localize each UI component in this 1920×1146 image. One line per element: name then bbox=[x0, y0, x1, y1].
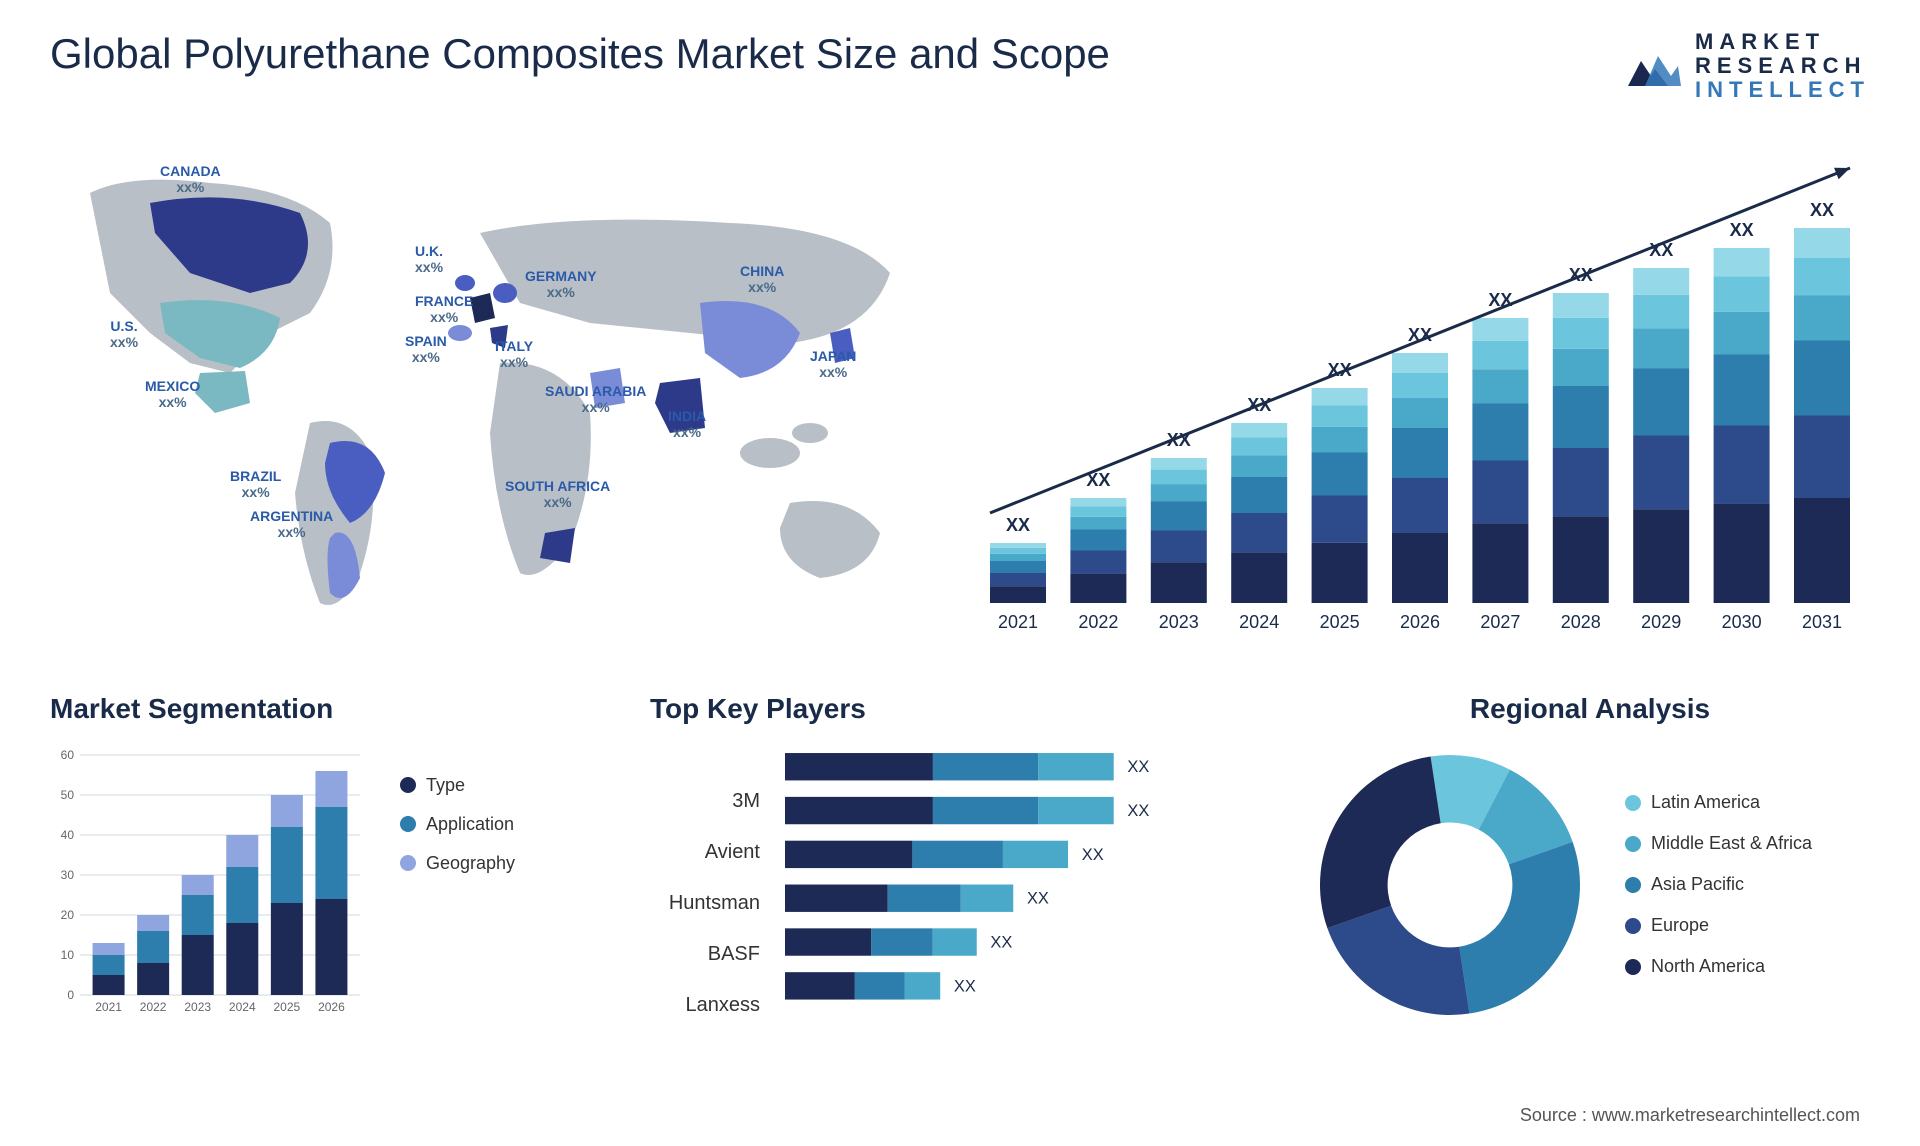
svg-text:2029: 2029 bbox=[1641, 612, 1681, 632]
logo-icon bbox=[1623, 41, 1683, 91]
svg-text:2024: 2024 bbox=[1239, 612, 1279, 632]
brand-logo: MARKET RESEARCH INTELLECT bbox=[1623, 30, 1870, 103]
country-label: INDIAxx% bbox=[668, 408, 706, 442]
legend-item: Asia Pacific bbox=[1625, 874, 1812, 895]
legend-item: Geography bbox=[400, 853, 515, 874]
svg-text:XX: XX bbox=[990, 933, 1012, 951]
regional-panel: Regional Analysis Latin America Middle Ea… bbox=[1310, 693, 1870, 1035]
svg-text:2027: 2027 bbox=[1480, 612, 1520, 632]
svg-text:2031: 2031 bbox=[1802, 612, 1842, 632]
country-label: U.K.xx% bbox=[415, 243, 443, 277]
svg-text:0: 0 bbox=[67, 988, 74, 1002]
player-name: Huntsman bbox=[650, 892, 760, 915]
legend-item: Latin America bbox=[1625, 792, 1812, 813]
regional-legend: Latin America Middle East & Africa Asia Pa… bbox=[1625, 792, 1812, 977]
regional-donut-chart bbox=[1310, 745, 1590, 1025]
svg-text:2021: 2021 bbox=[998, 612, 1038, 632]
svg-text:XX: XX bbox=[1730, 220, 1754, 240]
logo-text-1: MARKET bbox=[1695, 30, 1870, 54]
key-players-panel: Top Key Players 3M Avient Huntsman BASF Lanx… bbox=[650, 693, 1270, 1035]
country-label: SPAINxx% bbox=[405, 333, 447, 367]
legend-item: Application bbox=[400, 814, 515, 835]
svg-text:XX: XX bbox=[1127, 758, 1149, 776]
svg-text:2026: 2026 bbox=[318, 1000, 345, 1014]
logo-text-3: INTELLECT bbox=[1695, 78, 1870, 102]
svg-text:60: 60 bbox=[61, 748, 75, 762]
country-label: GERMANYxx% bbox=[525, 268, 597, 302]
svg-text:50: 50 bbox=[61, 788, 75, 802]
svg-text:2030: 2030 bbox=[1722, 612, 1762, 632]
logo-text-2: RESEARCH bbox=[1695, 54, 1870, 78]
svg-text:2025: 2025 bbox=[1320, 612, 1360, 632]
country-label: CANADAxx% bbox=[160, 163, 221, 197]
svg-text:2024: 2024 bbox=[229, 1000, 256, 1014]
svg-text:2022: 2022 bbox=[1078, 612, 1118, 632]
country-label: SOUTH AFRICAxx% bbox=[505, 478, 610, 512]
player-name: BASF bbox=[650, 943, 760, 966]
svg-text:2026: 2026 bbox=[1400, 612, 1440, 632]
svg-text:2021: 2021 bbox=[95, 1000, 122, 1014]
country-label: CHINAxx% bbox=[740, 263, 784, 297]
player-name: Lanxess bbox=[650, 994, 760, 1017]
legend-item: Middle East & Africa bbox=[1625, 833, 1812, 854]
svg-text:XX: XX bbox=[954, 977, 976, 995]
svg-text:10: 10 bbox=[61, 948, 75, 962]
svg-text:30: 30 bbox=[61, 868, 75, 882]
key-players-labels: 3M Avient Huntsman BASF Lanxess bbox=[650, 745, 760, 1035]
player-name: Avient bbox=[650, 841, 760, 864]
country-label: JAPANxx% bbox=[810, 348, 856, 382]
country-label: U.S.xx% bbox=[110, 318, 138, 352]
country-label: SAUDI ARABIAxx% bbox=[545, 383, 646, 417]
country-label: ITALYxx% bbox=[495, 338, 533, 372]
country-label: FRANCExx% bbox=[415, 293, 473, 327]
svg-text:2025: 2025 bbox=[274, 1000, 301, 1014]
svg-text:XX: XX bbox=[1082, 845, 1104, 863]
legend-item: Europe bbox=[1625, 915, 1812, 936]
key-players-title: Top Key Players bbox=[650, 693, 1270, 725]
svg-text:2023: 2023 bbox=[184, 1000, 211, 1014]
segmentation-chart: 0 10 20 30 40 50 60 2021 2022 2023 2024 2025 2026 bbox=[50, 745, 370, 1025]
svg-text:XX: XX bbox=[1027, 889, 1049, 907]
page-title: Global Polyurethane Composites Market Si… bbox=[50, 30, 1110, 78]
segmentation-title: Market Segmentation bbox=[50, 693, 610, 725]
svg-text:20: 20 bbox=[61, 908, 75, 922]
regional-title: Regional Analysis bbox=[1310, 693, 1870, 725]
world-map-panel: CANADAxx% U.S.xx%MEXICOxx% BRAZILxx% ARGENT… bbox=[50, 133, 930, 653]
svg-text:XX: XX bbox=[1810, 200, 1834, 220]
svg-text:XX: XX bbox=[1006, 515, 1030, 535]
svg-text:2023: 2023 bbox=[1159, 612, 1199, 632]
key-players-chart: XX XX XX XX XX XX bbox=[785, 745, 1205, 1035]
source-attribution: Source : www.marketresearchintellect.com bbox=[1520, 1105, 1860, 1126]
growth-chart-panel: XX2021XX2022XX2023XX2024XX2025XX2026XX20… bbox=[970, 133, 1870, 653]
svg-text:2022: 2022 bbox=[140, 1000, 167, 1014]
segmentation-panel: Market Segmentation 0 10 20 30 40 50 60 2021 20… bbox=[50, 693, 610, 1035]
legend-item: Type bbox=[400, 775, 515, 796]
segmentation-legend: Type Application Geography bbox=[400, 745, 515, 874]
player-name: 3M bbox=[650, 790, 760, 813]
country-label: ARGENTINAxx% bbox=[250, 508, 333, 542]
country-label: BRAZILxx% bbox=[230, 468, 281, 502]
country-label: MEXICOxx% bbox=[145, 378, 200, 412]
svg-text:2028: 2028 bbox=[1561, 612, 1601, 632]
svg-text:40: 40 bbox=[61, 828, 75, 842]
growth-stacked-bar-chart: XX2021XX2022XX2023XX2024XX2025XX2026XX20… bbox=[970, 133, 1870, 653]
svg-text:XX: XX bbox=[1127, 802, 1149, 820]
legend-item: North America bbox=[1625, 956, 1812, 977]
